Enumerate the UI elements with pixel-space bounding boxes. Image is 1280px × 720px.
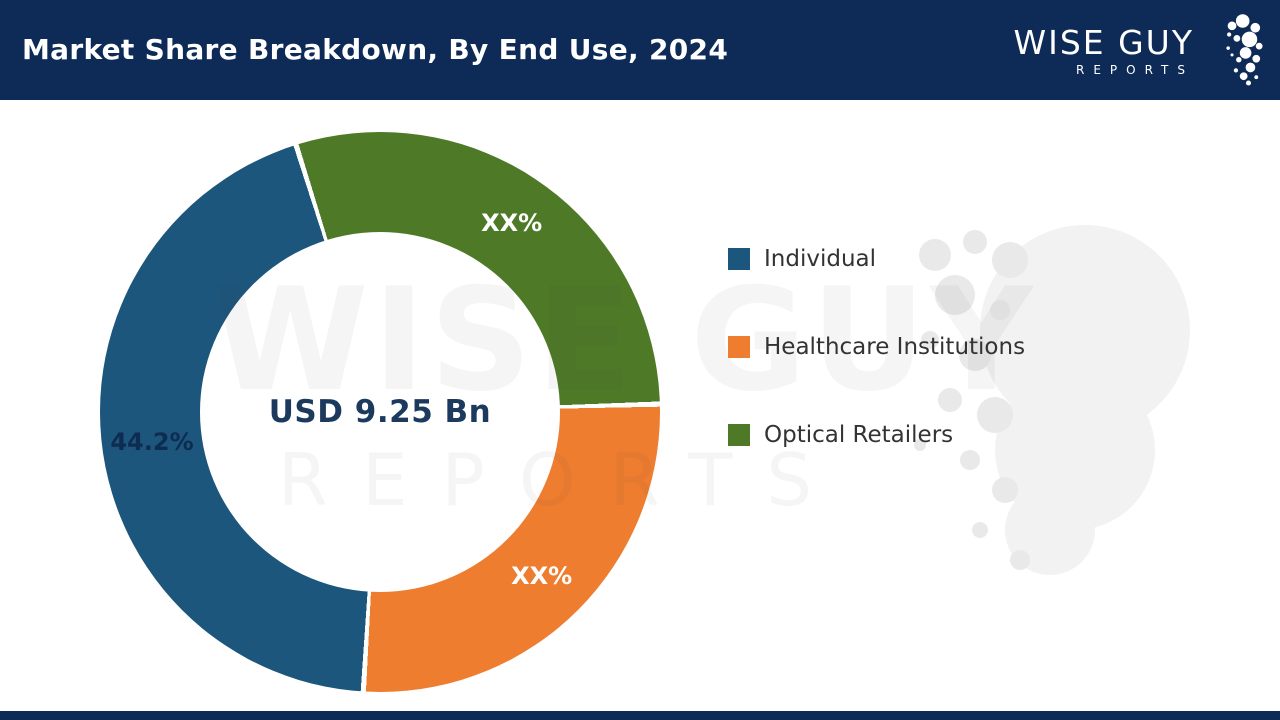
brand-name: WISE GUY [1013,22,1194,62]
brand-logo: WISE GUY REPORTS [1013,8,1264,94]
segment-label: XX% [481,209,543,238]
footer-bar [0,711,1280,720]
segment-label: 44.2% [110,428,194,457]
page-title: Market Share Breakdown, By End Use, 2024 [22,33,729,66]
legend-item: Optical Retailers [728,422,1025,448]
legend-swatch [728,336,750,358]
segment-label: XX% [511,561,573,590]
legend-item: Individual [728,246,1025,272]
brand-subtitle: REPORTS [1075,62,1194,77]
header-bar: Market Share Breakdown, By End Use, 2024… [0,0,1280,100]
legend-item: Healthcare Institutions [728,334,1025,360]
legend-label: Optical Retailers [764,422,954,448]
legend-label: Healthcare Institutions [764,334,1026,360]
donut-hole: USD 9.25 Bn [200,232,560,592]
logo-head-icon [1226,14,1263,86]
legend-swatch [728,248,750,270]
brand-logo-text: WISE GUY REPORTS [1013,22,1194,77]
legend-swatch [728,424,750,446]
chart-center-value: USD 9.25 Bn [268,394,492,430]
legend-label: Individual [764,246,877,272]
donut-chart: USD 9.25 Bn XX% XX% 44.2% [100,132,660,692]
legend: Individual Healthcare Institutions Optical… [728,246,1025,448]
